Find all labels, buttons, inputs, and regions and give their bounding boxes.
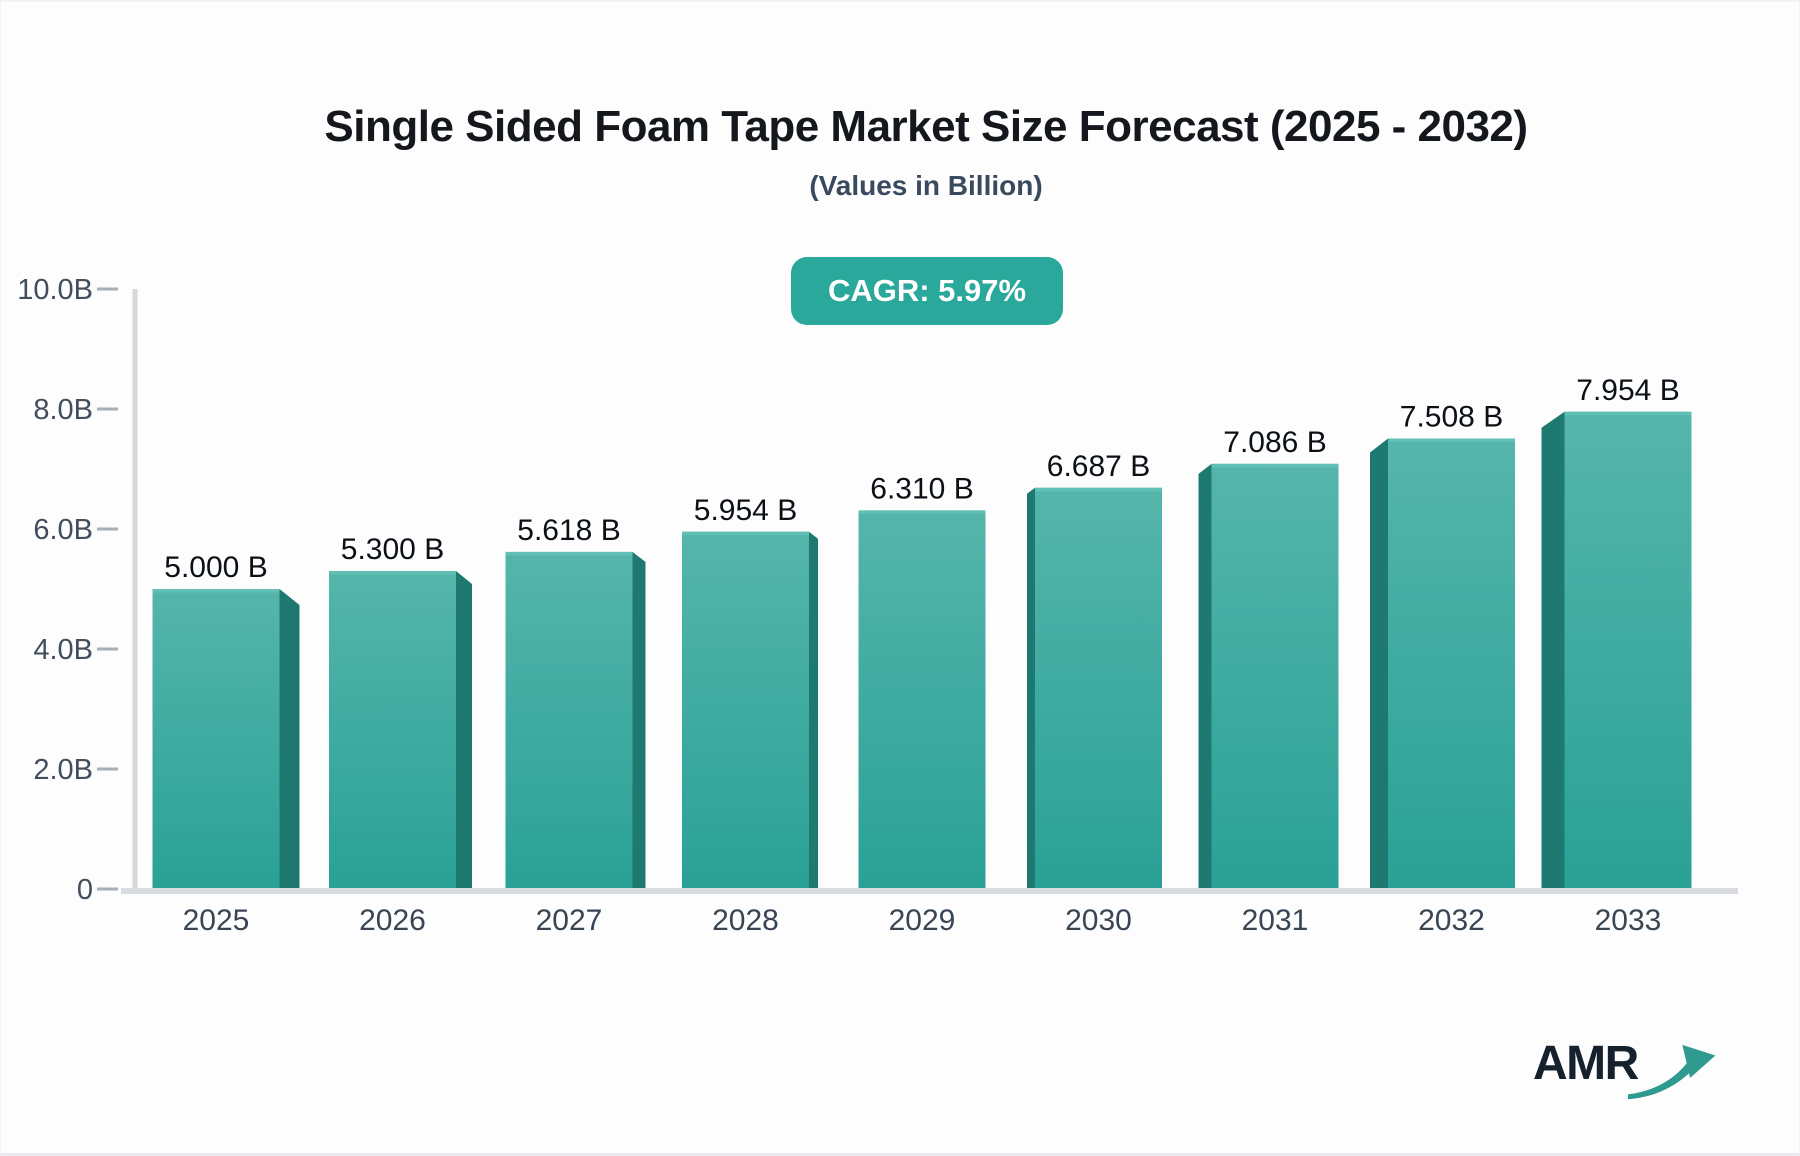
bar-2025[interactable]: 5.000 B 2025 xyxy=(152,551,300,937)
bar-top-edge xyxy=(152,589,280,593)
bar-side-face xyxy=(279,589,300,888)
bar-value-label: 7.954 B xyxy=(1576,374,1679,407)
bar-top-edge xyxy=(1035,487,1162,492)
chart-title: Single Sided Foam Tape Market Size Forec… xyxy=(324,102,1528,151)
y-tick-label: 4.0B xyxy=(33,634,93,666)
x-axis-label: 2027 xyxy=(536,904,603,937)
amr-logo-text: AMR xyxy=(1533,1037,1639,1090)
bar-main-face xyxy=(682,531,809,889)
bar-value-label: 5.000 B xyxy=(164,551,267,584)
y-tick-label: 8.0B xyxy=(33,394,93,426)
x-axis-label: 2026 xyxy=(359,904,426,937)
bar-top-edge xyxy=(329,571,456,575)
bar-side-face xyxy=(1370,438,1388,888)
bar-side-face xyxy=(1198,463,1212,888)
bar-2027[interactable]: 5.618 B 2027 xyxy=(505,514,646,937)
bar-2028[interactable]: 5.954 B 2028 xyxy=(682,494,818,937)
x-axis-label: 2028 xyxy=(712,904,779,937)
y-tick-label: 6.0B xyxy=(33,514,93,546)
growth-arrow-icon xyxy=(1627,1044,1716,1100)
bar-value-label: 7.086 B xyxy=(1223,426,1326,459)
amr-logo: AMR xyxy=(1533,1040,1723,1110)
bar-main-face xyxy=(1388,438,1515,889)
bar-value-label: 6.687 B xyxy=(1047,450,1150,483)
bar-2029[interactable]: 6.310 B 2029 xyxy=(858,472,986,937)
y-tick-label: 0 xyxy=(77,874,93,906)
x-axis-label: 2029 xyxy=(889,904,956,937)
bar-value-label: 6.310 B xyxy=(870,472,973,505)
bar-main-face xyxy=(858,510,986,889)
bar-2031[interactable]: 7.086 B 2031 xyxy=(1198,426,1339,937)
x-axis-label: 2031 xyxy=(1242,904,1309,937)
bar-main-face xyxy=(1564,411,1692,889)
bar-2030[interactable]: 6.687 B 2030 xyxy=(1027,450,1162,937)
cagr-badge: CAGR: 5.97% xyxy=(791,257,1063,325)
bar-top-edge xyxy=(858,510,986,514)
bar-top-edge xyxy=(1564,411,1692,416)
bar-main-face xyxy=(329,571,456,889)
chart-subtitle: (Values in Billion) xyxy=(809,170,1043,201)
bar-2032[interactable]: 7.508 B 2032 xyxy=(1370,401,1515,937)
bar-top-edge xyxy=(1211,463,1339,468)
bar-top-edge xyxy=(505,551,633,556)
bar-value-label: 5.618 B xyxy=(517,514,620,547)
bar-value-label: 5.954 B xyxy=(694,494,797,527)
x-axis-label: 2032 xyxy=(1418,904,1485,937)
bar-top-edge xyxy=(682,531,809,536)
bar-main-face xyxy=(1035,487,1162,889)
bar-side-face xyxy=(632,551,646,888)
x-axis-label: 2025 xyxy=(183,904,250,937)
bar-2026[interactable]: 5.300 B 2026 xyxy=(329,533,472,937)
bar-side-face xyxy=(456,571,472,888)
bar-value-label: 5.300 B xyxy=(341,533,444,566)
bar-value-label: 7.508 B xyxy=(1400,401,1503,434)
bar-side-face xyxy=(1541,411,1565,888)
x-axis-label: 2033 xyxy=(1595,904,1662,937)
y-tick-label: 2.0B xyxy=(33,754,93,786)
bar-2033[interactable]: 7.954 B 2033 xyxy=(1541,374,1692,937)
y-tick-label: 10.0B xyxy=(17,274,93,306)
x-axis-label: 2030 xyxy=(1065,904,1132,937)
bar-main-face xyxy=(505,551,633,889)
bar-main-face xyxy=(1211,463,1339,889)
bar-side-face xyxy=(809,531,818,888)
bar-top-edge xyxy=(1388,438,1515,443)
bar-side-face xyxy=(1027,487,1035,888)
bar-main-face xyxy=(152,589,280,889)
